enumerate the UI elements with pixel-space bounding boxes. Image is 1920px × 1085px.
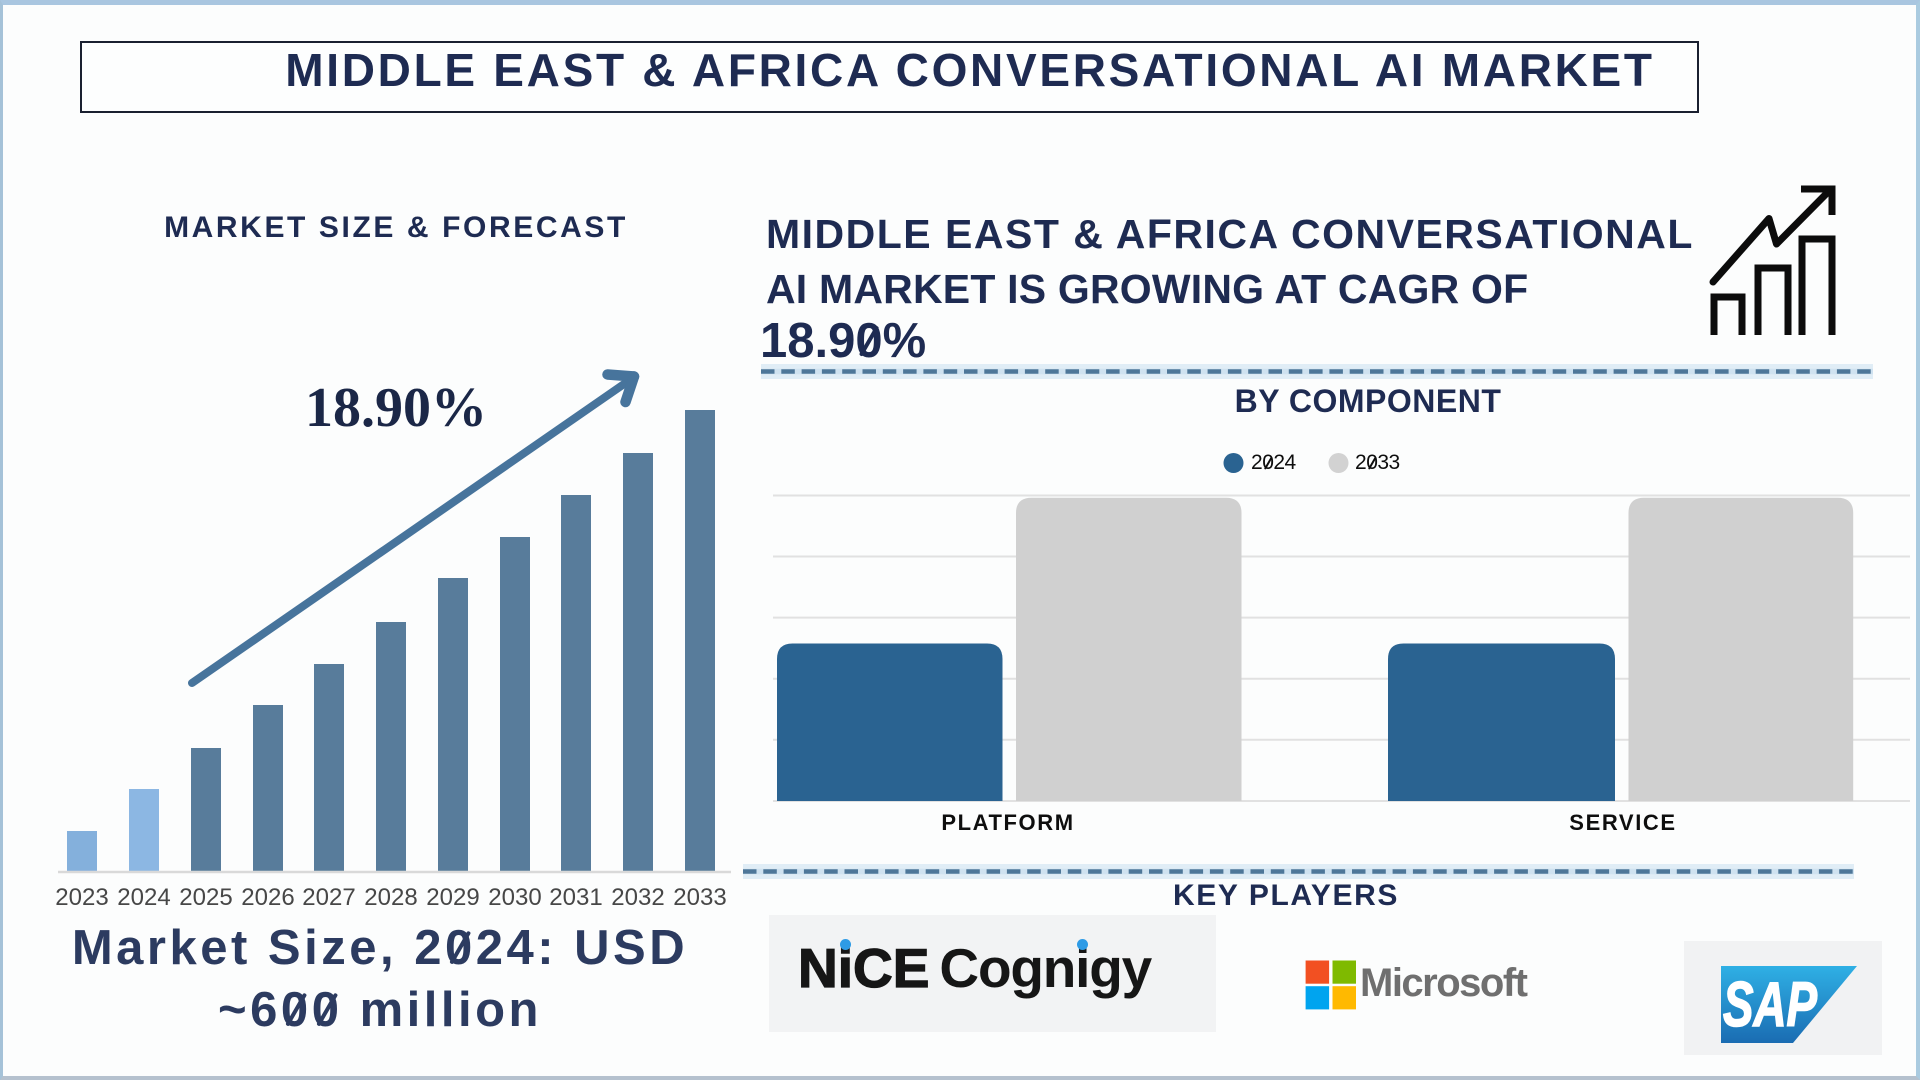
svg-text:SAP: SAP bbox=[1723, 970, 1818, 1040]
